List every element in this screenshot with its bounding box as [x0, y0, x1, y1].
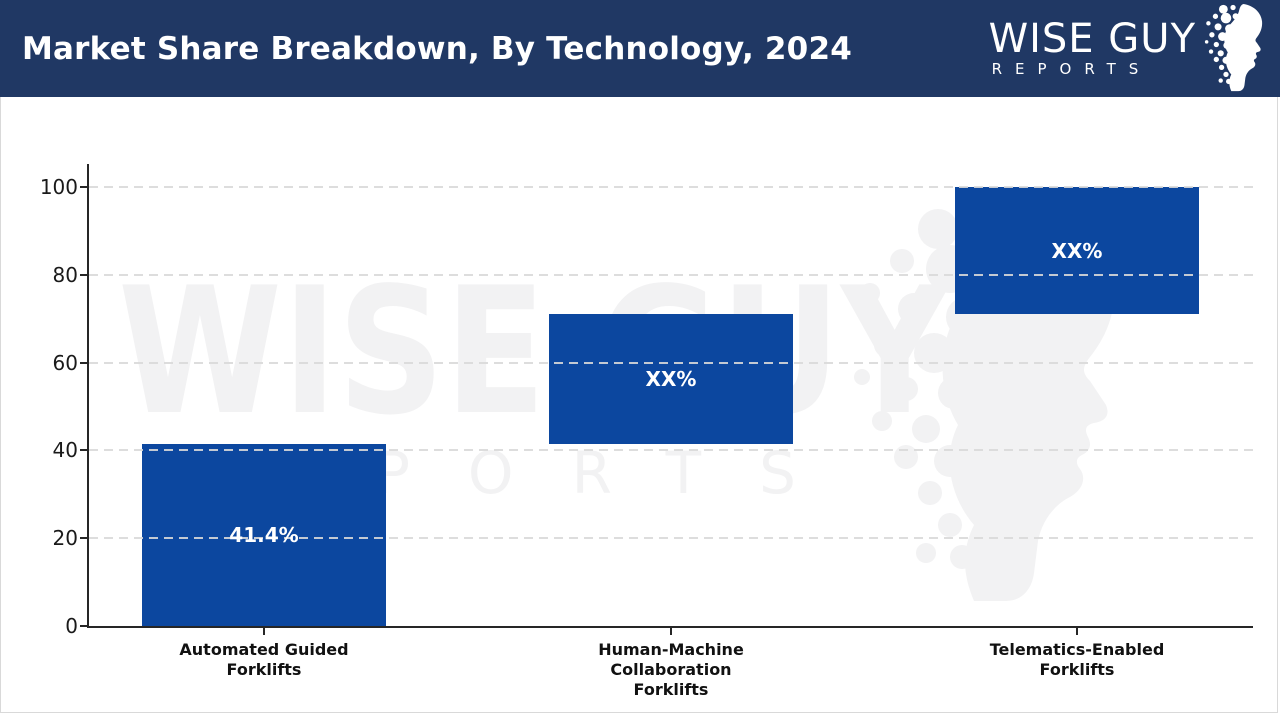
bar-value-label: XX%	[1051, 238, 1103, 263]
y-tick-mark	[80, 449, 89, 452]
logo-wiseguy-label: WISE GUY	[988, 16, 1196, 62]
y-tick-mark	[80, 625, 89, 627]
bar-value-label: XX%	[645, 367, 697, 392]
gridline	[89, 537, 1253, 540]
y-tick-label: 80	[52, 262, 78, 287]
y-tick-mark	[80, 273, 89, 276]
chart-title: Market Share Breakdown, By Technology, 2…	[22, 30, 852, 67]
logo-text: WISE GUY REPORTS	[989, 19, 1196, 77]
gridline	[89, 361, 1253, 364]
y-tick-label: 40	[52, 438, 78, 463]
logo-face-icon	[1204, 4, 1263, 92]
y-tick-label: 60	[52, 350, 78, 375]
x-tick-mark	[1076, 627, 1078, 635]
bar-value-label: 41.4%	[229, 523, 299, 548]
y-tick-mark	[80, 361, 89, 364]
x-category-label: Human-Machine Collaboration Forklifts	[598, 640, 744, 699]
gridline	[89, 449, 1253, 452]
y-tick-mark	[80, 186, 89, 188]
y-tick-label: 0	[65, 614, 78, 638]
x-tick-mark	[670, 627, 672, 635]
waterfall-bar	[142, 444, 386, 626]
header-banner: Market Share Breakdown, By Technology, 2…	[0, 0, 1280, 97]
wiseguy-logo: WISE GUY REPORTS	[989, 4, 1270, 92]
y-tick-mark	[80, 537, 89, 540]
y-axis	[87, 164, 89, 628]
gridline	[89, 186, 1253, 188]
x-category-label: Telematics-Enabled Forklifts	[989, 640, 1165, 679]
gridline	[89, 273, 1253, 276]
y-tick-label: 100	[39, 175, 78, 199]
y-tick-label: 20	[52, 526, 78, 551]
x-tick-mark	[263, 627, 265, 635]
x-category-label: Automated Guided Forklifts	[179, 640, 349, 679]
waterfall-bar	[549, 314, 793, 445]
logo-reports-label: REPORTS	[991, 60, 1152, 78]
